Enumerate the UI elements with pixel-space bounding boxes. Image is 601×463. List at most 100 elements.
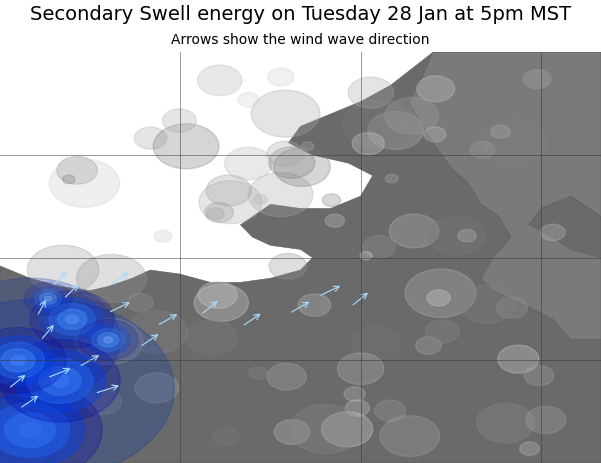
Circle shape <box>49 160 120 208</box>
Circle shape <box>498 345 539 373</box>
Circle shape <box>0 299 174 463</box>
Circle shape <box>385 98 439 135</box>
Circle shape <box>325 215 344 228</box>
Circle shape <box>57 310 87 330</box>
Circle shape <box>204 203 234 223</box>
Circle shape <box>269 148 315 179</box>
Circle shape <box>49 304 95 335</box>
Circle shape <box>290 405 361 454</box>
Circle shape <box>532 123 566 145</box>
Circle shape <box>0 328 66 394</box>
Circle shape <box>397 120 411 130</box>
Circle shape <box>322 412 373 447</box>
Circle shape <box>491 126 510 139</box>
Circle shape <box>11 356 25 365</box>
Circle shape <box>78 319 138 361</box>
Circle shape <box>225 148 272 181</box>
Circle shape <box>127 294 153 312</box>
Circle shape <box>520 442 539 456</box>
Circle shape <box>97 333 118 347</box>
Circle shape <box>238 94 259 107</box>
Circle shape <box>360 252 372 260</box>
Circle shape <box>1 349 35 372</box>
Circle shape <box>524 366 554 386</box>
Text: Secondary Swell energy on Tuesday 28 Jan at 5pm MST: Secondary Swell energy on Tuesday 28 Jan… <box>30 6 571 25</box>
Circle shape <box>35 290 61 308</box>
Circle shape <box>374 400 406 421</box>
Circle shape <box>385 175 398 183</box>
Circle shape <box>153 125 219 169</box>
Circle shape <box>85 325 131 356</box>
Circle shape <box>267 69 294 87</box>
Circle shape <box>526 407 566 434</box>
Circle shape <box>30 291 114 348</box>
Circle shape <box>249 367 267 380</box>
Circle shape <box>273 148 331 187</box>
Circle shape <box>154 231 172 243</box>
Circle shape <box>471 142 495 159</box>
Circle shape <box>15 350 105 412</box>
Circle shape <box>194 285 248 322</box>
Circle shape <box>63 176 75 184</box>
Circle shape <box>206 175 251 206</box>
Circle shape <box>162 110 197 133</box>
Circle shape <box>267 142 304 167</box>
Circle shape <box>352 133 385 155</box>
Circle shape <box>416 337 441 355</box>
Circle shape <box>0 381 102 463</box>
Circle shape <box>76 319 144 365</box>
Circle shape <box>380 416 439 457</box>
Circle shape <box>459 286 515 324</box>
Circle shape <box>251 91 320 138</box>
Circle shape <box>198 282 237 309</box>
Circle shape <box>199 181 262 224</box>
Circle shape <box>135 373 178 403</box>
Circle shape <box>267 363 306 390</box>
Circle shape <box>351 326 401 360</box>
Circle shape <box>0 343 44 379</box>
Circle shape <box>104 337 112 343</box>
Circle shape <box>5 413 55 447</box>
Circle shape <box>346 400 370 416</box>
Circle shape <box>125 311 188 354</box>
Circle shape <box>186 320 237 356</box>
Circle shape <box>207 208 224 220</box>
Circle shape <box>57 157 97 185</box>
Circle shape <box>541 225 565 241</box>
Circle shape <box>198 66 242 96</box>
Polygon shape <box>0 53 601 463</box>
Circle shape <box>19 423 41 438</box>
Circle shape <box>30 287 66 312</box>
Circle shape <box>424 127 446 143</box>
Circle shape <box>429 217 486 256</box>
Circle shape <box>0 403 70 457</box>
Circle shape <box>477 403 534 443</box>
Circle shape <box>426 320 459 343</box>
Polygon shape <box>409 53 601 340</box>
Circle shape <box>363 236 395 258</box>
Circle shape <box>85 390 121 414</box>
Circle shape <box>41 300 85 331</box>
Circle shape <box>458 230 476 242</box>
Circle shape <box>344 387 365 401</box>
Circle shape <box>0 336 54 385</box>
Circle shape <box>40 294 56 305</box>
Circle shape <box>342 100 413 149</box>
Circle shape <box>427 290 450 307</box>
Circle shape <box>481 119 548 164</box>
Circle shape <box>0 279 120 401</box>
Circle shape <box>135 128 166 150</box>
Circle shape <box>337 353 384 385</box>
Circle shape <box>0 394 84 463</box>
Circle shape <box>368 112 423 150</box>
Circle shape <box>322 194 341 207</box>
Circle shape <box>416 77 454 102</box>
Text: Arrows show the wind wave direction: Arrows show the wind wave direction <box>171 33 430 47</box>
Circle shape <box>298 294 331 317</box>
Circle shape <box>405 269 476 318</box>
Circle shape <box>213 428 239 446</box>
Circle shape <box>51 375 69 387</box>
Circle shape <box>523 70 551 89</box>
Circle shape <box>27 246 99 294</box>
Circle shape <box>24 283 72 315</box>
